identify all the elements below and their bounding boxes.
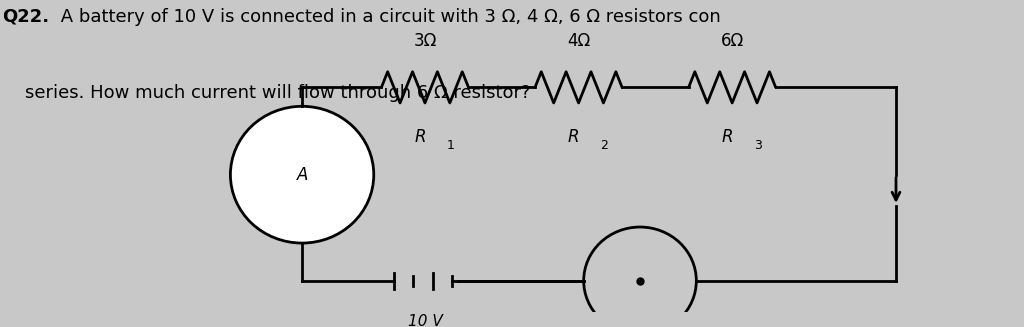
Text: series. How much current will flow through 6 Ω resistor?: series. How much current will flow throu… [2, 84, 530, 102]
Text: R: R [721, 128, 733, 146]
Text: R: R [567, 128, 580, 146]
Text: 1: 1 [446, 139, 455, 151]
Text: 6Ω: 6Ω [721, 31, 743, 50]
Text: 3: 3 [754, 139, 762, 151]
Text: 4Ω: 4Ω [567, 31, 590, 50]
Text: A: A [296, 166, 308, 184]
Text: 3Ω: 3Ω [414, 31, 436, 50]
Ellipse shape [230, 106, 374, 243]
Text: A battery of 10 V is connected in a circuit with 3 Ω, 4 Ω, 6 Ω resistors con: A battery of 10 V is connected in a circ… [55, 8, 721, 26]
Ellipse shape [584, 227, 696, 327]
Text: R: R [414, 128, 426, 146]
Text: 10 V: 10 V [408, 314, 442, 327]
Text: 2: 2 [600, 139, 608, 151]
Text: Q22.: Q22. [2, 8, 49, 26]
